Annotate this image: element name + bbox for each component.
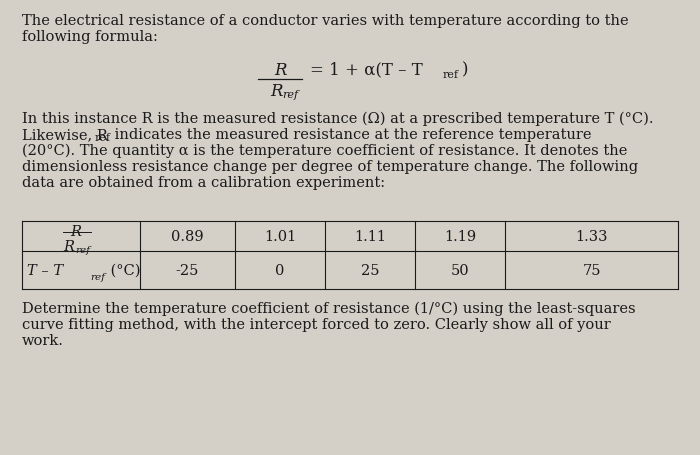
Text: dimensionless resistance change per degree of temperature change. The following: dimensionless resistance change per degr…: [22, 160, 638, 174]
Text: R: R: [63, 239, 74, 253]
Text: following formula:: following formula:: [22, 30, 158, 44]
Text: The electrical resistance of a conductor varies with temperature according to th: The electrical resistance of a conductor…: [22, 14, 629, 28]
Text: 1.11: 1.11: [354, 229, 386, 243]
Text: ref: ref: [95, 133, 111, 143]
Text: R: R: [274, 62, 286, 79]
Text: -25: -25: [176, 263, 199, 278]
Text: curve fitting method, with the intercept forced to zero. Clearly show all of you: curve fitting method, with the intercept…: [22, 317, 610, 331]
Text: = 1 + α(T – T: = 1 + α(T – T: [310, 61, 423, 78]
Text: (20°C). The quantity α is the temperature coefficient of resistance. It denotes : (20°C). The quantity α is the temperatur…: [22, 144, 627, 158]
Text: Determine the temperature coefficient of resistance (1/°C) using the least-squar: Determine the temperature coefficient of…: [22, 301, 636, 316]
Text: R: R: [71, 224, 81, 238]
Text: Likewise, R: Likewise, R: [22, 128, 108, 142]
Text: ref: ref: [90, 272, 105, 281]
Text: 1.19: 1.19: [444, 229, 476, 243]
Text: 1.01: 1.01: [264, 229, 296, 243]
Text: 0: 0: [275, 263, 285, 278]
Text: ): ): [462, 61, 468, 78]
Text: 25: 25: [360, 263, 379, 278]
Text: (°C): (°C): [106, 263, 141, 278]
Text: In this instance R is the measured resistance (Ω) at a prescribed temperature T : In this instance R is the measured resis…: [22, 112, 654, 126]
Text: ref: ref: [282, 90, 298, 100]
Text: 50: 50: [451, 263, 469, 278]
Text: 1.33: 1.33: [575, 229, 608, 243]
Text: ref: ref: [75, 245, 90, 254]
Text: data are obtained from a calibration experiment:: data are obtained from a calibration exp…: [22, 176, 385, 190]
Text: indicates the measured resistance at the reference temperature: indicates the measured resistance at the…: [110, 128, 592, 142]
Text: 75: 75: [582, 263, 601, 278]
Text: ref: ref: [443, 70, 459, 80]
Text: 0.89: 0.89: [172, 229, 204, 243]
Text: T – T: T – T: [27, 263, 63, 278]
Text: work.: work.: [22, 333, 64, 347]
Text: R: R: [270, 83, 283, 100]
